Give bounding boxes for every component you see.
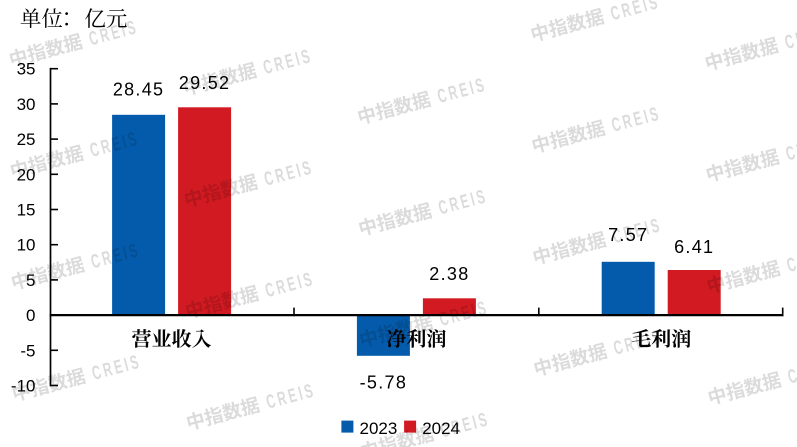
svg-text:7.57: 7.57 bbox=[608, 225, 648, 245]
svg-text:-5: -5 bbox=[20, 341, 35, 360]
svg-text:0: 0 bbox=[26, 306, 35, 325]
svg-text:30: 30 bbox=[17, 95, 36, 114]
svg-text:2023: 2023 bbox=[360, 419, 398, 438]
svg-text:15: 15 bbox=[17, 201, 36, 220]
svg-text:6.41: 6.41 bbox=[674, 237, 714, 257]
svg-text:5: 5 bbox=[26, 271, 35, 290]
svg-text:10: 10 bbox=[17, 236, 36, 255]
svg-text:2.38: 2.38 bbox=[429, 264, 469, 284]
svg-text:CREIS: CREIS bbox=[786, 354, 797, 388]
svg-text:28.45: 28.45 bbox=[113, 80, 165, 100]
svg-text:-5.78: -5.78 bbox=[360, 372, 408, 392]
svg-text:25: 25 bbox=[17, 130, 36, 149]
